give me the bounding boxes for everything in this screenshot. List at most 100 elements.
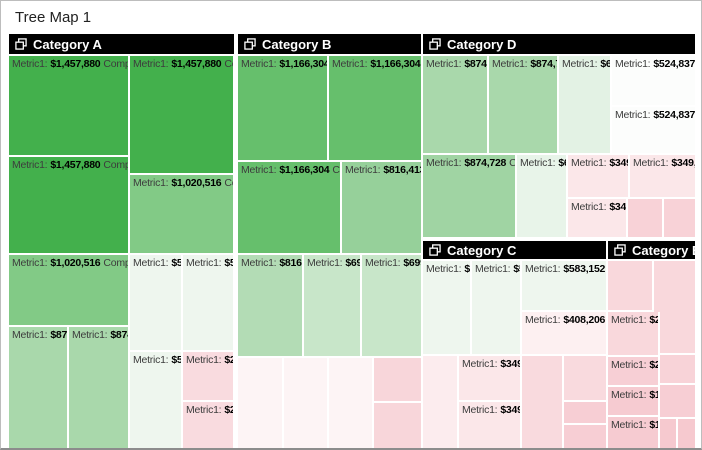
category-header-label: Category E	[632, 242, 695, 258]
treemap-cell[interactable]: Metric1:$816,413FilterKey:Item B1	[342, 162, 421, 253]
cell-field-label: Metric1:	[241, 58, 277, 70]
cell-field-label: Metric1:	[133, 354, 169, 366]
treemap-cell[interactable]	[522, 356, 562, 448]
treemap-cell[interactable]: Metric1:$874,728FilterKey:Item A1	[423, 56, 487, 153]
treemap-cell[interactable]	[564, 425, 606, 448]
cell-field-value: $874,728	[50, 329, 67, 341]
treemap-cell[interactable]: Metric1:$1,457,880Comparison1:$1,505,410…	[9, 56, 128, 155]
treemap-cell[interactable]: Metric1:$1,457,880Comparison1:$1,505,410…	[130, 56, 233, 173]
cell-field-value: $524,837	[653, 58, 695, 70]
treemap-cell[interactable]: Metric1:$874,728FilterKey:Item A4	[9, 327, 67, 448]
treemap-cell[interactable]	[664, 199, 695, 237]
treemap-cell[interactable]: Metric1:$874,728Comparison1:$903,246Filt…	[423, 155, 515, 237]
cell-field-label: Metric1:	[133, 177, 169, 189]
treemap-cell[interactable]: Metric1:$699,782FilterKey:Item A4	[304, 255, 360, 356]
category-header[interactable]: Category A	[9, 34, 234, 54]
treemap-cell[interactable]	[329, 358, 372, 448]
treemap-cell[interactable]: Metric1:$583,152	[183, 255, 233, 350]
cell-field-value: $699,782	[403, 257, 421, 269]
treemap-cell[interactable]: Metric1:$291,576	[183, 402, 233, 448]
cell-field-label: Comparison1:	[224, 177, 233, 189]
treemap-cell[interactable]: Metric1:$524,837Comparison1:$541,948	[612, 107, 695, 153]
treemap-cell[interactable]: Metric1:$699,782FilterKey:Item C1	[362, 255, 421, 356]
treemap-cell[interactable]	[423, 356, 457, 448]
treemap-cell[interactable]	[654, 261, 695, 312]
treemap-cell[interactable]: Metric1:$1,457,880Comparison1:$1,505,410…	[9, 157, 128, 253]
cell-field-label: Metric1:	[186, 354, 222, 366]
treemap-cell[interactable]: Metric1:$816,413FilterKey:Item C2	[238, 255, 302, 356]
category-header[interactable]: Category D	[423, 34, 695, 54]
cell-field-label: Metric1:	[307, 257, 343, 269]
cell-field-value: $349,891	[500, 358, 520, 370]
cell-field-label: Metric1:	[571, 157, 607, 169]
treemap-cell[interactable]	[660, 385, 695, 417]
category-header-label: Category C	[447, 242, 517, 258]
treemap-cell[interactable]: Metric1:$1,166,304Comparison1:$1,204,328…	[238, 162, 340, 253]
treemap-cell[interactable]: Metric1:$291,576	[608, 312, 658, 355]
cell-field-label: Metric1:	[133, 58, 169, 70]
treemap-cell[interactable]	[608, 261, 652, 310]
treemap-cell[interactable]: Metric1:$349,891	[568, 155, 628, 197]
layers-icon	[15, 38, 27, 50]
cell-field-label: Metric1:	[611, 359, 647, 371]
treemap-cell[interactable]: Metric1:$174,946	[608, 417, 658, 448]
treemap-cell[interactable]: Metric1: $408,206	[522, 312, 606, 354]
treemap-cell[interactable]	[564, 356, 606, 400]
treemap-cell[interactable]: Metric1:$583,152	[130, 255, 181, 350]
cell-field-value: $583,152	[224, 257, 233, 269]
treemap-cell[interactable]: Metric1:$583,152	[130, 352, 181, 448]
cell-field-value: $816,413	[279, 257, 302, 269]
cell-field-value: $291,576	[649, 314, 658, 326]
treemap-cell[interactable]	[238, 358, 282, 448]
treemap-cell[interactable]	[374, 403, 421, 448]
cell-field-value: $874,728	[110, 329, 128, 341]
treemap-cell[interactable]	[678, 419, 695, 448]
treemap-cell[interactable]: Metric1:$524,837Comparison1:$541,948	[612, 56, 695, 105]
cell-field-value: $524,837	[653, 109, 695, 121]
treemap-cell[interactable]: Metric1:$1,166,304Comparison1:$1,204,328…	[238, 56, 327, 160]
cell-field-label: Metric1:	[462, 358, 498, 370]
cell-field-label: Metric1:	[571, 201, 607, 213]
cell-field-label: Metric1:	[345, 164, 381, 176]
category-header[interactable]: Category B	[238, 34, 421, 54]
treemap-cell[interactable]: Metric1:$291,576	[183, 352, 233, 400]
treemap-cell[interactable]	[660, 419, 676, 448]
treemap-cell[interactable]	[284, 358, 327, 448]
treemap-cell[interactable]: Metric1:$349,891	[630, 155, 695, 197]
cell-field-label: Metric1:	[12, 329, 48, 341]
cell-field-value: $1,166,304	[279, 58, 327, 70]
cell-field-value: $1,457,880	[171, 58, 222, 70]
treemap-cell[interactable]: Metric1:$612,310	[559, 56, 610, 153]
cell-field-label: Metric1:	[525, 314, 561, 326]
treemap-cell[interactable]: Metric1:$1,020,516Comparison1:$1,053,787…	[130, 175, 233, 253]
layers-icon	[429, 244, 441, 256]
cell-field-value: $408,206	[563, 314, 606, 326]
treemap-cell[interactable]: Metric1:$1,166,304Comparison1:$1,204,328…	[329, 56, 421, 160]
treemap-cell[interactable]: Metric1:$874,728FilterKey:Item C1	[69, 327, 128, 448]
treemap-cell[interactable]: Metric1:$349,891	[459, 356, 520, 400]
treemap-cell[interactable]: Metric1:$349,891	[459, 402, 520, 448]
treemap-cell[interactable]: Metric1:$583,152	[423, 261, 470, 354]
treemap-cell[interactable]: Metric1:$583,152	[472, 261, 520, 354]
treemap-cell[interactable]	[660, 355, 695, 383]
cell-field-value: $174,946	[649, 389, 658, 401]
treemap-cell[interactable]	[374, 358, 421, 401]
treemap-cell[interactable]: Metric1:$174,946	[608, 387, 658, 415]
treemap-cell[interactable]: Metric1:$349,891	[568, 199, 626, 237]
treemap-cell[interactable]: Metric1:$204,103	[608, 357, 658, 385]
category-header[interactable]: Category E	[608, 241, 695, 259]
treemap-cell[interactable]: Metric1:$1,020,516Comparison1:$1,053,787…	[9, 255, 128, 325]
cell-field-label: Metric1:	[365, 257, 401, 269]
treemap-cell[interactable]: Metric1:$612,310FilterKey:Item B1	[517, 155, 566, 237]
treemap-cell[interactable]	[628, 199, 662, 237]
treemap-cell[interactable]: Metric1:$874,728FilterKey:Item C3	[489, 56, 557, 153]
treemap-cell[interactable]: Metric1:$583,152Comparison1:$602,164	[522, 261, 606, 310]
treemap-cell[interactable]	[564, 402, 606, 423]
category-header[interactable]: Category C	[423, 241, 606, 259]
cell-field-label: Metric1:	[492, 58, 528, 70]
category-header-label: Category D	[447, 36, 517, 52]
cell-field-value: $612,310	[600, 58, 610, 70]
treemap-cell[interactable]	[660, 312, 695, 353]
cell-field-label: Metric1:	[525, 263, 561, 275]
